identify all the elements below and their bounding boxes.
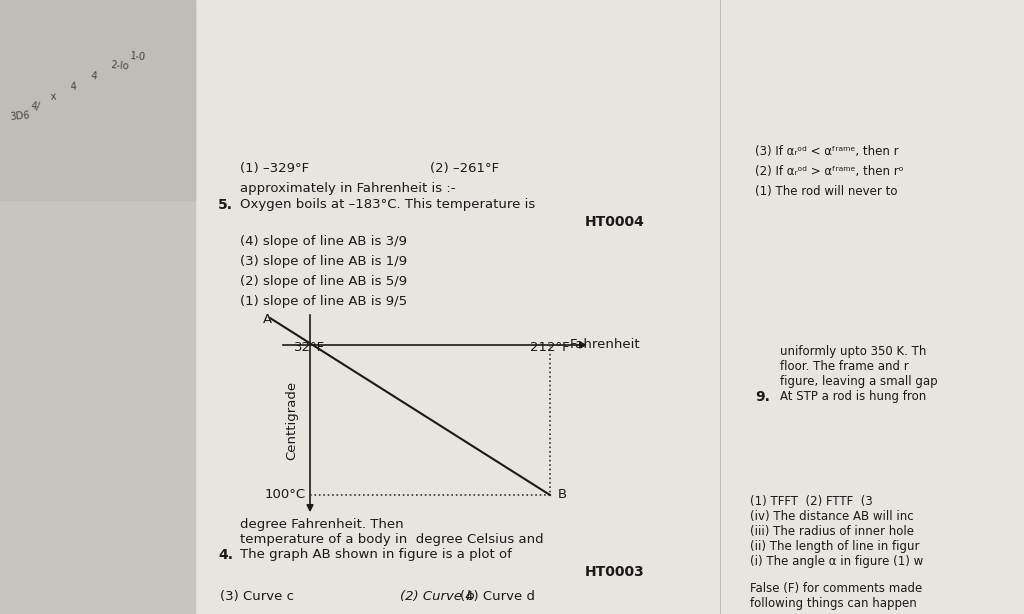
Text: (1) slope of line AB is 9/5: (1) slope of line AB is 9/5: [240, 295, 408, 308]
Text: (i) The angle α in figure (1) w: (i) The angle α in figure (1) w: [750, 555, 924, 568]
Text: HT0004: HT0004: [585, 215, 645, 229]
Text: 4/: 4/: [30, 101, 40, 112]
Text: At STP a rod is hung fron: At STP a rod is hung fron: [780, 390, 927, 403]
Text: (ii) The length of line in figur: (ii) The length of line in figur: [750, 540, 920, 553]
Text: floor. The frame and r: floor. The frame and r: [780, 360, 908, 373]
Text: False (F) for comments made: False (F) for comments made: [750, 582, 923, 595]
Text: (2) slope of line AB is 5/9: (2) slope of line AB is 5/9: [240, 275, 408, 288]
Text: 4: 4: [70, 82, 77, 92]
Bar: [0, 0, 195, 200]
Text: (iv) The distance AB will inc: (iv) The distance AB will inc: [750, 510, 913, 523]
Text: (4) slope of line AB is 3/9: (4) slope of line AB is 3/9: [240, 235, 407, 248]
Text: (1) TFFT  (2) FTTF  (3: (1) TFFT (2) FTTF (3: [750, 495, 872, 508]
Text: (4) Curve d: (4) Curve d: [460, 590, 535, 603]
Text: (2) Curve b: (2) Curve b: [400, 590, 475, 603]
Text: (3) slope of line AB is 1/9: (3) slope of line AB is 1/9: [240, 255, 408, 268]
Text: temperature of a body in  degree Celsius and: temperature of a body in degree Celsius …: [240, 533, 544, 546]
Text: uniformly upto 350 K. Th: uniformly upto 350 K. Th: [780, 345, 927, 358]
Text: (1) The rod will never to: (1) The rod will never to: [755, 185, 897, 198]
Text: 1-0: 1-0: [130, 52, 145, 62]
Text: 3D6: 3D6: [10, 112, 30, 122]
Text: HT0003: HT0003: [586, 565, 645, 579]
Text: (2) –261°F: (2) –261°F: [430, 162, 499, 175]
Text: 5.: 5.: [218, 198, 233, 212]
Text: The graph AB shown in figure is a plot of: The graph AB shown in figure is a plot o…: [240, 548, 512, 561]
Text: 4: 4: [90, 71, 97, 82]
Text: A: A: [262, 313, 271, 326]
Text: 2-lo: 2-lo: [110, 60, 129, 72]
Text: following things can happen: following things can happen: [750, 597, 916, 610]
Text: B: B: [558, 489, 567, 502]
Text: Oxygen boils at –183°C. This temperature is: Oxygen boils at –183°C. This temperature…: [240, 198, 536, 211]
Text: (iii) The radius of inner hole: (iii) The radius of inner hole: [750, 525, 914, 538]
Text: Centtigrade: Centtigrade: [286, 381, 299, 459]
Text: 32°F: 32°F: [295, 341, 326, 354]
Text: 212°F: 212°F: [530, 341, 569, 354]
Text: 9.: 9.: [755, 390, 770, 404]
Text: Fahrenheit: Fahrenheit: [569, 338, 640, 351]
Text: 100°C: 100°C: [265, 489, 306, 502]
Text: (2) If αᵣᵒᵈ > αᶠʳᵃᵐᵉ, then rᵒ: (2) If αᵣᵒᵈ > αᶠʳᵃᵐᵉ, then rᵒ: [755, 165, 903, 178]
Text: figure, leaving a small gap: figure, leaving a small gap: [780, 375, 938, 388]
Text: 4.: 4.: [218, 548, 233, 562]
Text: degree Fahrenheit. Then: degree Fahrenheit. Then: [240, 518, 403, 531]
Text: (1) –329°F: (1) –329°F: [240, 162, 309, 175]
Text: (3) If αᵣᵒᵈ < αᶠʳᵃᵐᵉ, then r: (3) If αᵣᵒᵈ < αᶠʳᵃᵐᵉ, then r: [755, 145, 899, 158]
Text: x: x: [50, 91, 56, 102]
Text: (3) Curve c: (3) Curve c: [220, 590, 294, 603]
Bar: [0, 0, 195, 614]
Text: approximately in Fahrenheit is :-: approximately in Fahrenheit is :-: [240, 182, 456, 195]
